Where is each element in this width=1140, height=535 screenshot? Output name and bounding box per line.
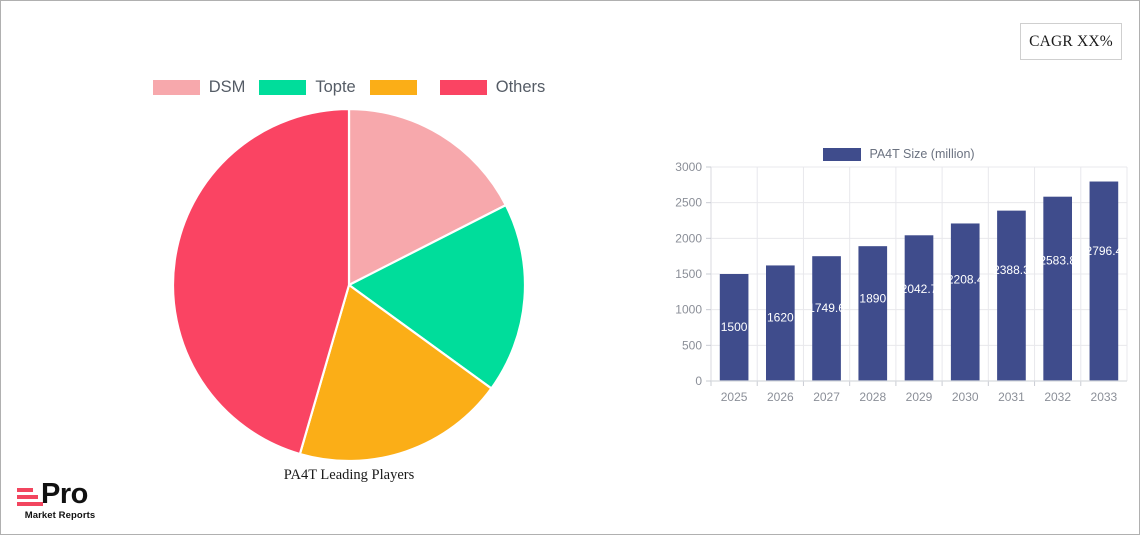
legend-swatch-icon [823, 147, 862, 161]
brand-logo: Pro Market Reports [17, 477, 103, 523]
pie-legend-label: DSM [208, 77, 246, 96]
pie-chart [173, 109, 525, 461]
bar-value-label: 2388.3 [993, 263, 1030, 277]
bar-value-label: 2796.4 [1086, 244, 1123, 258]
y-axis-tick-label: 500 [682, 338, 702, 352]
pie-legend-label: Others [495, 77, 546, 96]
pie-legend-item-dsm[interactable]: DSM [152, 77, 246, 97]
x-axis-tick-label: 2032 [1044, 390, 1071, 404]
pie-legend-label: Topte [315, 77, 356, 96]
logo-name: Pro [41, 478, 88, 510]
bar-chart: PA4T Size (million) 0 500 1000 1500 2000 2500… [665, 143, 1133, 411]
y-axis-tick-label: 2500 [675, 196, 702, 210]
pie-chart-caption: PA4T Leading Players [283, 467, 415, 483]
cagr-badge: CAGR XX% [1020, 23, 1122, 60]
bar-legend-label: PA4T Size (million) [869, 147, 975, 161]
y-axis-tick-label: 1000 [675, 303, 702, 317]
x-axis-tick-label: 2029 [906, 390, 933, 404]
bar[interactable] [858, 246, 888, 381]
legend-swatch-icon [259, 79, 307, 95]
bar-value-label: 2208.4 [947, 273, 984, 287]
y-axis-tick-label: 1500 [675, 267, 702, 281]
logo-mark: Pro [17, 477, 103, 509]
legend-swatch-icon [439, 79, 487, 95]
x-axis-tick-label: 2030 [952, 390, 979, 404]
bar[interactable] [997, 210, 1026, 381]
bar[interactable] [1043, 196, 1072, 381]
x-axis-tick-label: 2033 [1091, 390, 1118, 404]
bar[interactable] [766, 265, 795, 381]
legend-swatch-icon [152, 79, 200, 95]
x-axis-tick-label: 2031 [998, 390, 1025, 404]
x-axis-tick-label: 2026 [767, 390, 794, 404]
bar[interactable] [950, 223, 980, 381]
bar[interactable] [719, 274, 749, 381]
legend-swatch-icon [369, 79, 417, 95]
pie-legend-item-others[interactable]: Others [439, 77, 546, 97]
bar[interactable] [1089, 181, 1119, 381]
cagr-badge-label: CAGR XX% [1029, 32, 1113, 50]
x-axis-tick-label: 2027 [813, 390, 840, 404]
bar-value-label: 2042.7 [901, 282, 938, 296]
bar-chart-legend[interactable]: PA4T Size (million) [665, 147, 1133, 161]
y-axis-tick-label: 3000 [675, 160, 702, 174]
pie-legend-item-topte[interactable]: Topte [259, 77, 356, 97]
bar-value-label: 2583.8 [1039, 254, 1076, 268]
pie-legend: DSM Topte Others [141, 75, 571, 99]
logo-bars-icon [17, 488, 43, 509]
bar[interactable] [812, 256, 841, 381]
pie-chart-svg [173, 109, 525, 461]
bar-value-label: 1620 [767, 311, 794, 325]
x-axis-tick-label: 2025 [721, 390, 748, 404]
pie-slice[interactable] [346, 203, 525, 390]
y-axis-tick-label: 2000 [675, 231, 702, 245]
pie-slice[interactable] [347, 109, 508, 287]
bar-chart-svg: 0 500 1000 1500 2000 2500 3000 1500 1620 1749.6 1… [675, 160, 1128, 404]
bar-value-label: 1500 [721, 320, 748, 334]
bar-value-label: 1890 [859, 292, 886, 306]
pie-slice[interactable] [298, 283, 493, 461]
logo-tagline: Market Reports [24, 510, 96, 521]
bar-value-label: 1749.6 [808, 301, 845, 315]
x-axis-tick-label: 2028 [859, 390, 886, 404]
bar[interactable] [904, 235, 934, 381]
pie-slice[interactable] [173, 109, 351, 456]
pie-legend-item-unlabeled[interactable] [369, 79, 426, 95]
y-axis-tick-label: 0 [695, 374, 702, 388]
